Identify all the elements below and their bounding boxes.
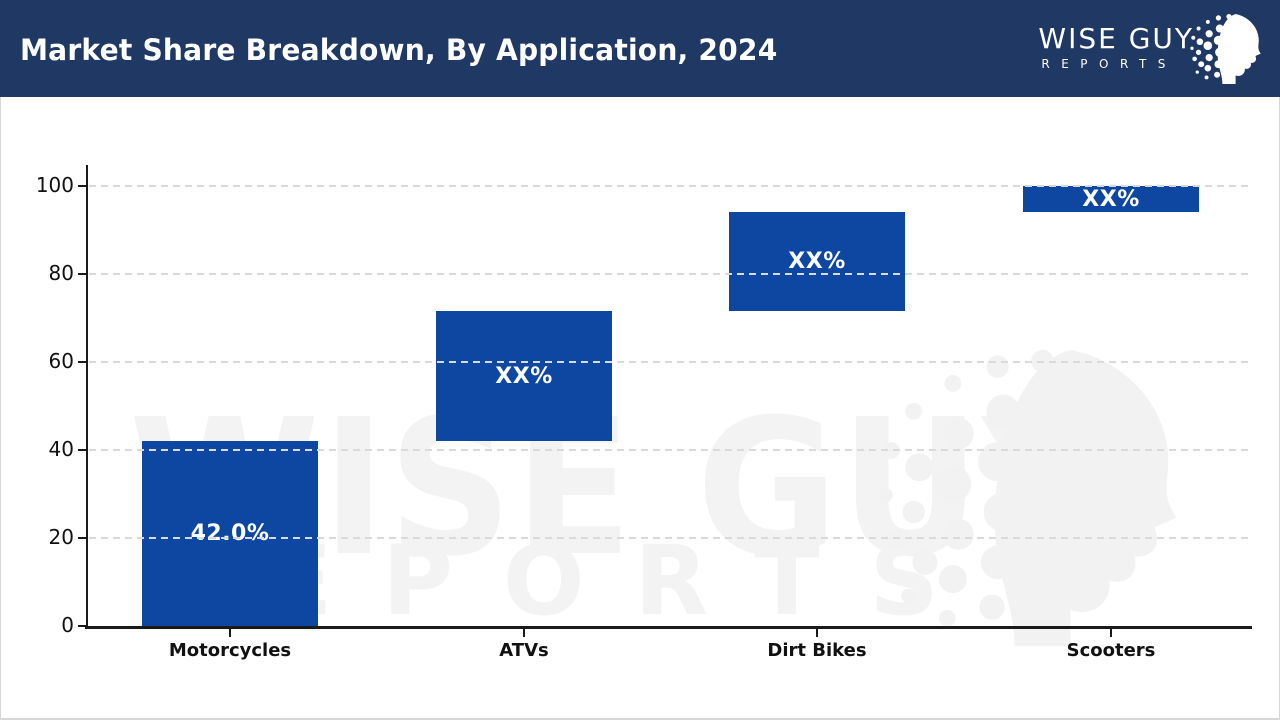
gridline-y-20 — [89, 537, 1252, 539]
x-tick-atvs — [523, 628, 525, 637]
x-tick-label-motorcycles: Motorcycles — [168, 640, 292, 661]
gridline-y-40 — [89, 449, 1252, 451]
y-tick-label-20: 20 — [48, 525, 74, 549]
y-axis-spine — [86, 165, 88, 628]
y-tick-40 — [78, 449, 86, 451]
bar-motorcycles: 42.0% — [142, 441, 318, 626]
bar-label-scooters: XX% — [1082, 186, 1140, 212]
x-axis-spine — [85, 626, 1252, 629]
gridline-y-100 — [89, 185, 1252, 187]
gridline-y-80 — [89, 273, 1252, 275]
bar-label-atvs: XX% — [495, 363, 553, 389]
x-tick-scooters — [1110, 628, 1112, 637]
bar-scooters: XX% — [1023, 186, 1199, 213]
y-tick-label-80: 80 — [48, 261, 74, 285]
x-tick-label-scooters: Scooters — [1066, 640, 1156, 661]
logo-wordmark: WISE GUY — [1038, 22, 1194, 55]
logo-subtitle: REPORTS — [1041, 57, 1177, 71]
bar-label-motorcycles: 42.0% — [190, 521, 270, 547]
y-tick-0 — [78, 625, 86, 627]
bar-atvs: XX% — [436, 311, 612, 442]
y-tick-label-100: 100 — [35, 173, 74, 197]
y-tick-80 — [78, 273, 86, 275]
logo-text: WISE GUY REPORTS — [1038, 22, 1194, 71]
y-tick-20 — [78, 537, 86, 539]
bar-dirt-bikes: XX% — [729, 212, 905, 312]
gridline-y-60 — [89, 361, 1252, 363]
bar-label-dirt-bikes: XX% — [788, 249, 846, 275]
logo-face-icon — [1190, 13, 1261, 85]
y-tick-100 — [78, 185, 86, 187]
y-tick-label-60: 60 — [48, 349, 74, 373]
y-tick-label-40: 40 — [48, 437, 74, 461]
chart-title: Market Share Breakdown, By Application, … — [20, 33, 778, 67]
y-tick-label-0: 0 — [61, 613, 74, 637]
watermark-face-logo — [878, 349, 1177, 647]
x-tick-motorcycles — [229, 628, 231, 637]
x-tick-label-dirt-bikes: Dirt Bikes — [767, 640, 867, 661]
x-tick-label-atvs: ATVs — [499, 640, 549, 661]
x-tick-dirt-bikes — [816, 628, 818, 637]
wise-guy-reports-logo: WISE GUY REPORTS — [1036, 6, 1266, 92]
header-bar: Market Share Breakdown, By Application, … — [0, 0, 1280, 97]
y-tick-60 — [78, 361, 86, 363]
